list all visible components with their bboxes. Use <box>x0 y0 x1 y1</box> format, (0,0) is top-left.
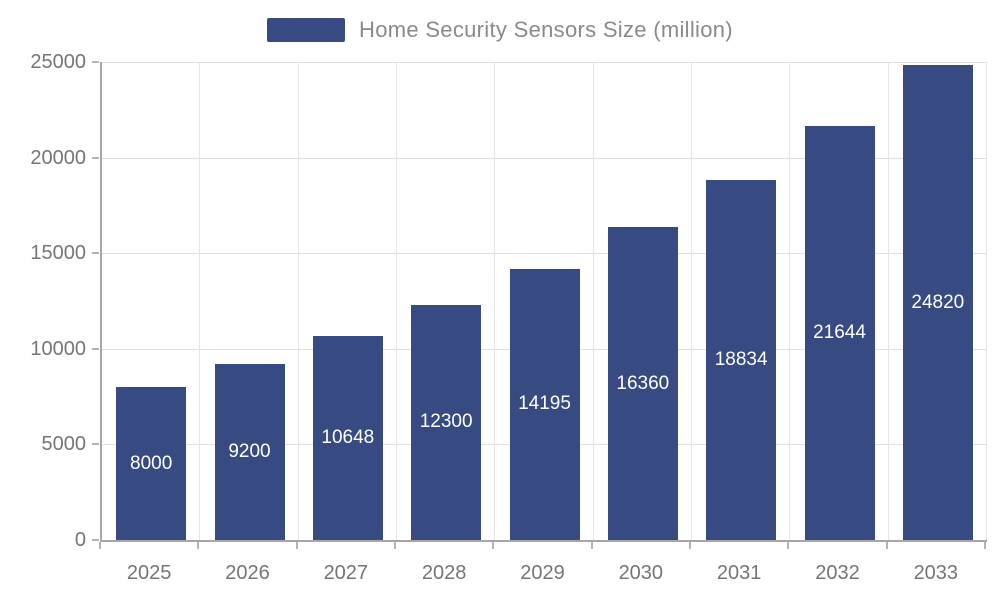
bar-value-label: 8000 <box>130 452 173 474</box>
bar-2026[interactable]: 9200 <box>214 364 285 540</box>
x-axis-tick-label: 2033 <box>913 562 959 584</box>
grid-line-vertical <box>691 62 692 540</box>
x-axis-tick-label: 2026 <box>225 562 270 584</box>
x-axis-tick <box>590 542 593 549</box>
y-axis-tick <box>92 156 99 159</box>
bar-value-label: 12300 <box>419 411 473 433</box>
y-axis-tick <box>92 539 99 541</box>
x-axis-tick <box>99 542 101 549</box>
x-axis-tick <box>492 542 495 549</box>
grid-line-vertical <box>199 62 201 540</box>
y-axis-tick-label: 25000 <box>30 51 86 73</box>
bar-value-label: 24820 <box>911 291 965 313</box>
plot-area: 8000 9200 10648 12300 14195 16360 18834 21644 24… <box>100 62 987 542</box>
x-axis-tick-label: 2031 <box>716 562 762 584</box>
bar-2027[interactable]: 10648 <box>312 336 383 540</box>
grid-line-vertical <box>494 62 496 540</box>
bar-2033[interactable]: 24820 <box>902 65 973 540</box>
y-axis-tick-label: 20000 <box>30 146 86 169</box>
x-axis-tick-label: 2025 <box>126 562 172 584</box>
bar-value-label: 9200 <box>228 441 271 463</box>
x-axis-tick <box>197 542 200 549</box>
legend-label: Home Security Sensors Size (million) <box>359 17 733 42</box>
x-axis-tick-label: 2032 <box>815 562 860 584</box>
bar-value-label: 14195 <box>518 393 571 415</box>
x-axis-tick-label: 2030 <box>618 562 664 584</box>
bar-2028[interactable]: 12300 <box>411 304 482 540</box>
grid-line-vertical <box>592 62 594 540</box>
bar-2025[interactable]: 8000 <box>116 387 187 540</box>
x-axis-tick-label: 2028 <box>421 562 467 584</box>
x-axis-tick <box>295 542 298 549</box>
grid-line-vertical <box>789 62 791 540</box>
x-axis-tick <box>984 542 986 549</box>
x-axis-tick <box>689 542 691 549</box>
y-axis-tick <box>92 347 99 350</box>
y-axis-tick-label: 0 <box>74 529 86 551</box>
bar-2029[interactable]: 14195 <box>509 268 580 540</box>
y-axis-tick <box>92 61 99 63</box>
bar-2030[interactable]: 16360 <box>607 227 678 540</box>
grid-line-horizontal <box>102 253 987 255</box>
bar-value-label: 18834 <box>714 348 768 370</box>
bar-value-label: 10648 <box>321 427 375 449</box>
grid-line-vertical <box>986 62 987 540</box>
x-axis-tick-label: 2029 <box>520 562 565 584</box>
y-axis-tick-label: 10000 <box>30 337 86 360</box>
grid-line-vertical <box>297 62 299 540</box>
bar-2032[interactable]: 21644 <box>804 126 875 540</box>
x-axis-tick <box>885 542 888 549</box>
bar-2031[interactable]: 18834 <box>706 179 777 540</box>
grid-line-horizontal <box>102 62 987 63</box>
grid-line-vertical <box>396 62 397 540</box>
grid-line-vertical <box>887 62 889 540</box>
bar-value-label: 16360 <box>616 372 670 394</box>
y-axis-tick <box>92 443 99 446</box>
x-axis-tick <box>787 542 790 549</box>
legend[interactable]: Home Security Sensors Size (million) <box>0 17 1000 43</box>
y-axis-tick-label: 15000 <box>30 242 86 265</box>
x-axis-tick <box>394 542 396 549</box>
y-axis-tick-label: 5000 <box>41 433 87 456</box>
legend-swatch-icon <box>267 18 346 42</box>
grid-line-horizontal <box>102 157 987 159</box>
x-axis-tick-label: 2027 <box>323 562 369 584</box>
y-axis-tick <box>92 252 99 255</box>
bar-value-label: 21644 <box>813 322 866 344</box>
